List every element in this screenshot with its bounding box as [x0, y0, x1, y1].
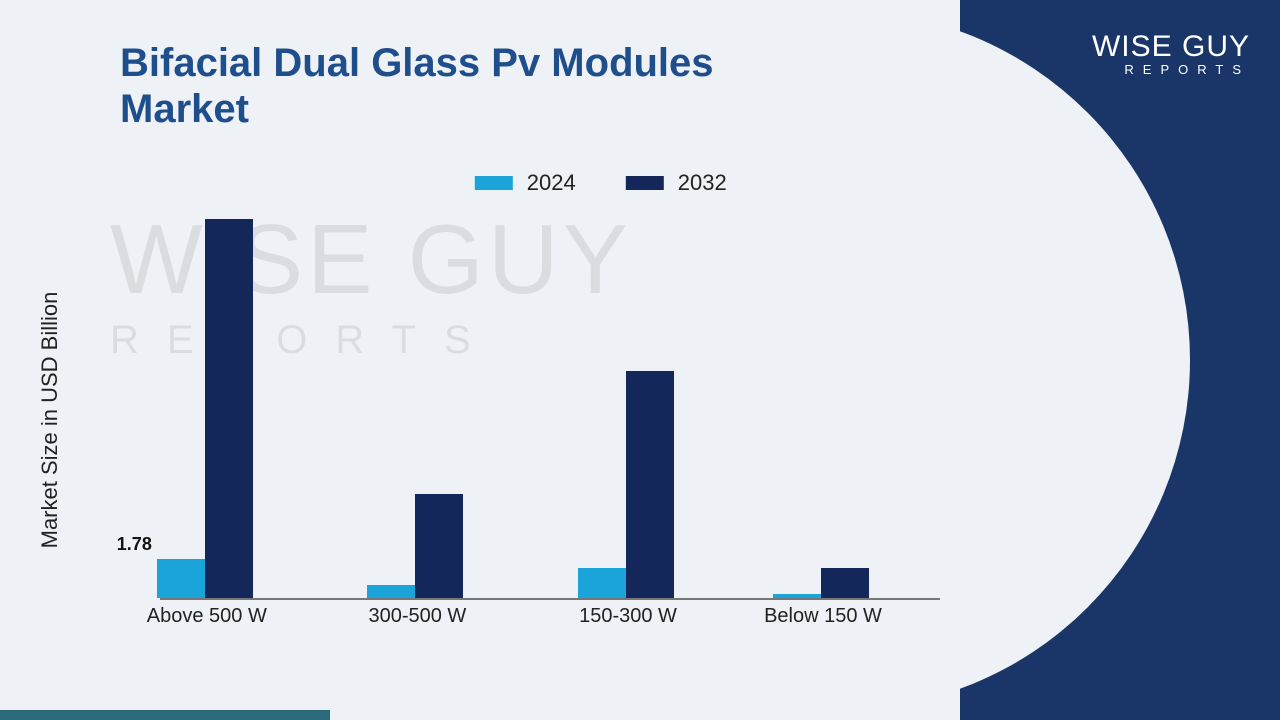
- bar-group: Below 150 W: [763, 210, 883, 598]
- x-axis-label: 300-500 W: [347, 604, 487, 628]
- bar-2032: [205, 219, 253, 598]
- bar-2024: [578, 568, 626, 598]
- bar-group: Above 500 W1.78: [147, 210, 267, 598]
- bar-value-label: 1.78: [117, 534, 152, 555]
- plot-area: Above 500 W1.78300-500 W150-300 WBelow 1…: [160, 210, 940, 600]
- bar-group: 150-300 W: [568, 210, 688, 598]
- x-axis-label: Below 150 W: [753, 604, 893, 628]
- x-axis-label: Above 500 W: [137, 604, 277, 628]
- bottom-accent-strip: [0, 710, 330, 720]
- legend-item: 2032: [626, 170, 727, 196]
- brand-logo-sub: REPORTS: [1092, 62, 1250, 77]
- chart-title: Bifacial Dual Glass Pv Modules Market: [120, 40, 800, 132]
- brand-logo-main: WISE GUY: [1092, 30, 1250, 64]
- bar-2032: [415, 494, 463, 598]
- legend-swatch: [626, 176, 664, 190]
- bar-group: 300-500 W: [357, 210, 477, 598]
- y-axis-label: Market Size in USD Billion: [37, 292, 63, 549]
- legend-label: 2024: [527, 170, 576, 196]
- x-axis-label: 150-300 W: [558, 604, 698, 628]
- legend-swatch: [475, 176, 513, 190]
- legend-item: 2024: [475, 170, 576, 196]
- brand-logo: WISE GUY REPORTS: [1092, 30, 1250, 77]
- infographic-canvas: Bifacial Dual Glass Pv Modules Market WI…: [0, 0, 1280, 720]
- chart-area: Market Size in USD Billion 20242032 Abov…: [60, 170, 940, 670]
- legend-label: 2032: [678, 170, 727, 196]
- bar-2024: [773, 594, 821, 598]
- legend: 2024 2032: [475, 170, 727, 196]
- bar-2024: [367, 585, 415, 598]
- bar-2024: [157, 559, 205, 598]
- bar-2032: [626, 371, 674, 599]
- bar-2032: [821, 568, 869, 598]
